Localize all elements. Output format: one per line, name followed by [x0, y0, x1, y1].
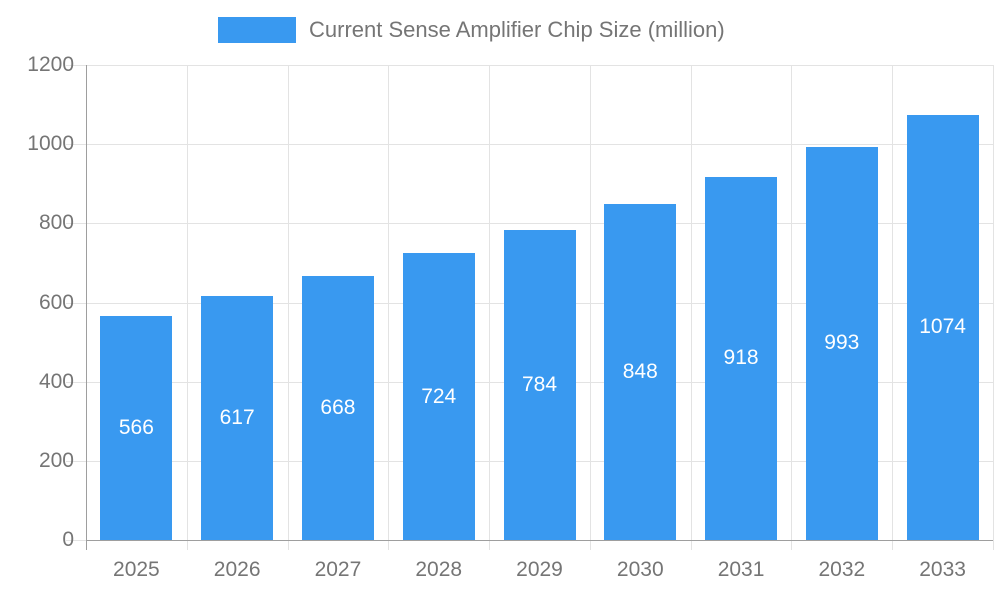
x-axis-tick-label: 2028 [415, 558, 463, 581]
gridline-x-boundary [186, 65, 188, 550]
bar-2030: 848 [604, 204, 677, 540]
gridline-x-boundary [892, 65, 894, 550]
bar-2031: 918 [705, 176, 778, 540]
bar-2033: 1074 [906, 114, 979, 540]
x-axis-tick-label: 2025 [113, 558, 160, 581]
bar-value-label: 784 [521, 372, 558, 396]
gridline-x-boundary [993, 65, 994, 550]
bar-value-label: 566 [118, 415, 154, 439]
bar-2026: 617 [201, 295, 274, 540]
legend-swatch [218, 17, 296, 43]
gridline-x-boundary [388, 65, 390, 550]
y-axis-tick-label: 1200 [27, 53, 74, 76]
x-axis-tick-label: 2033 [919, 558, 966, 581]
y-axis-line [86, 65, 87, 550]
gridline-y-1000 [66, 144, 993, 146]
gridline-x-boundary [489, 65, 491, 550]
y-axis-tick-label: 400 [38, 369, 74, 393]
x-axis-tick-label: 2029 [516, 558, 563, 581]
bar-2032: 993 [805, 146, 878, 540]
gridline-y-800 [66, 223, 993, 225]
bar-2027: 668 [301, 275, 374, 540]
y-axis-tick-label: 600 [38, 290, 74, 314]
bar-2029: 784 [503, 229, 576, 540]
bar-value-label: 724 [421, 384, 457, 408]
bar-value-label: 1074 [919, 315, 966, 339]
gridline-x-boundary [690, 65, 692, 550]
legend-label: Current Sense Amplifier Chip Size (milli… [309, 17, 725, 42]
chart-legend: Current Sense Amplifier Chip Size (milli… [218, 17, 725, 43]
x-axis-tick-label: 2026 [213, 558, 261, 581]
x-axis-tick-label: 2030 [616, 558, 664, 581]
bar-value-label: 848 [622, 360, 658, 384]
gridline-y-1200 [66, 65, 993, 66]
x-axis-tick-label: 2027 [314, 558, 362, 581]
y-axis-tick-label: 1000 [27, 132, 74, 156]
gridline-x-boundary [589, 65, 591, 550]
x-axis-tick-label: 2031 [717, 558, 765, 581]
bar-value-label: 617 [219, 405, 255, 429]
gridline-x-boundary [287, 65, 289, 550]
gridline-x-boundary [791, 65, 793, 550]
bar-value-label: 993 [824, 331, 860, 355]
bar-value-label: 918 [723, 346, 759, 370]
x-axis-line [86, 540, 993, 541]
y-axis-tick-label: 800 [38, 211, 74, 235]
y-axis-tick-label: 0 [62, 528, 74, 551]
x-axis-tick-label: 2032 [818, 558, 866, 581]
bar-2025: 566 [100, 315, 173, 540]
bar-2028: 724 [402, 253, 475, 540]
y-axis-tick-label: 200 [38, 448, 74, 472]
bar-value-label: 668 [320, 395, 356, 419]
